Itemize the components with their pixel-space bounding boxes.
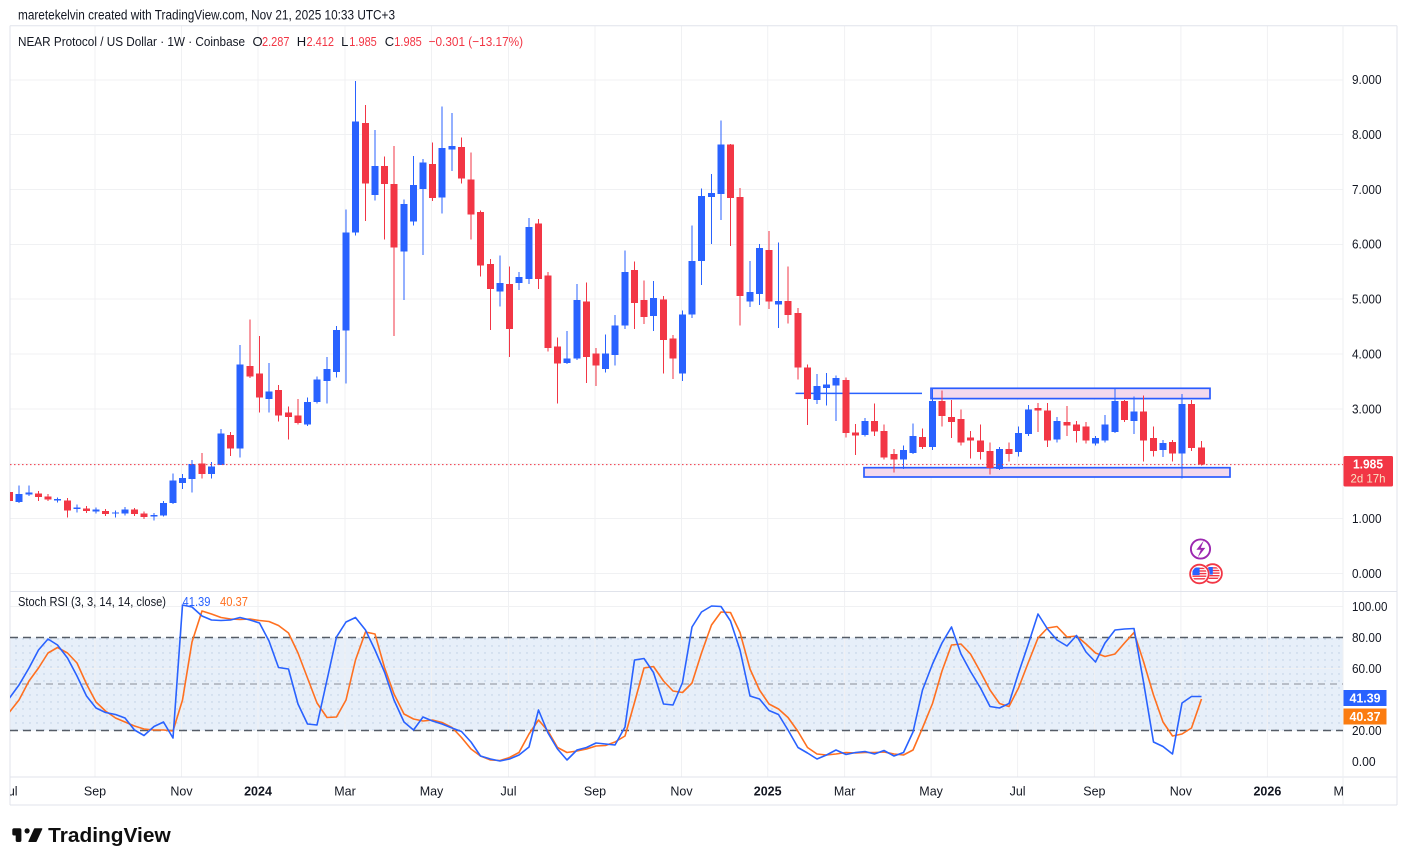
svg-text:2026: 2026 (1253, 785, 1281, 799)
svg-text:Stoch RSI (3, 3, 14, 14, close: Stoch RSI (3, 3, 14, 14, close) 41.39 40.3… (18, 594, 248, 609)
svg-text:2024: 2024 (244, 785, 272, 799)
svg-text:Mar: Mar (334, 785, 356, 799)
svg-text:Nov: Nov (170, 785, 193, 799)
svg-text:Nov: Nov (670, 785, 693, 799)
svg-text:Nov: Nov (1170, 785, 1193, 799)
svg-text:Sep: Sep (1083, 785, 1105, 799)
svg-text:TradingView: TradingView (48, 825, 171, 847)
svg-text:40.37: 40.37 (1350, 710, 1381, 724)
svg-text:Sep: Sep (584, 785, 606, 799)
svg-text:0.00: 0.00 (1352, 755, 1376, 769)
svg-text:4.000: 4.000 (1352, 347, 1382, 361)
svg-text:2d 17h: 2d 17h (1351, 472, 1386, 486)
svg-text:3.000: 3.000 (1352, 402, 1382, 416)
svg-text:41.39: 41.39 (1350, 692, 1381, 706)
svg-text:Jul: Jul (501, 785, 517, 799)
svg-text:0.000: 0.000 (1352, 567, 1382, 581)
svg-text:1.000: 1.000 (1352, 512, 1382, 526)
svg-text:Jul: Jul (1010, 785, 1026, 799)
svg-text:8.000: 8.000 (1352, 128, 1382, 142)
svg-text:May: May (420, 785, 444, 799)
svg-text:2025: 2025 (754, 785, 782, 799)
svg-text:May: May (919, 785, 943, 799)
svg-text:Jul: Jul (2, 785, 18, 799)
svg-text:100.00: 100.00 (1352, 600, 1387, 614)
svg-text:20.00: 20.00 (1352, 724, 1382, 738)
svg-text:60.00: 60.00 (1352, 662, 1382, 676)
svg-text:NEAR Protocol / US Dollar · 1W: NEAR Protocol / US Dollar · 1W · Coinbas… (18, 34, 523, 49)
svg-text:80.00: 80.00 (1352, 631, 1382, 645)
svg-text:9.000: 9.000 (1352, 73, 1382, 87)
svg-text:Mar: Mar (1334, 785, 1356, 799)
svg-text:5.000: 5.000 (1352, 293, 1382, 307)
svg-text:6.000: 6.000 (1352, 238, 1382, 252)
svg-text:Sep: Sep (84, 785, 106, 799)
svg-text:1.985: 1.985 (1353, 458, 1383, 472)
svg-text:7.000: 7.000 (1352, 183, 1382, 197)
svg-text:maretekelvin created with Trad: maretekelvin created with TradingView.co… (18, 8, 395, 23)
svg-text:Mar: Mar (834, 785, 856, 799)
